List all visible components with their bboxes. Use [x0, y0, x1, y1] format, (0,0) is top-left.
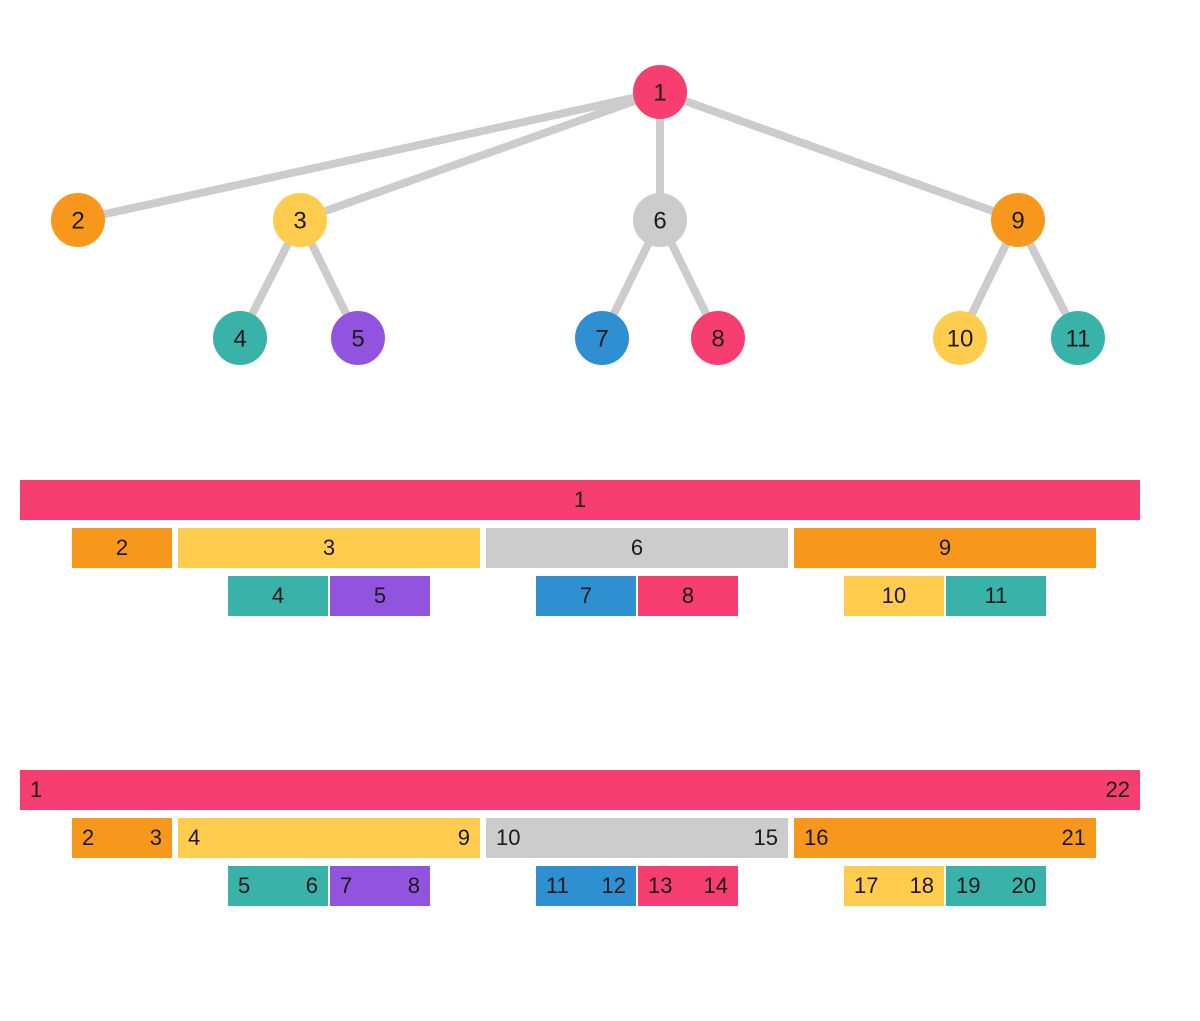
bar-label: 4	[272, 583, 284, 609]
bar-label: 2	[116, 535, 128, 561]
bar-label-left: 1	[30, 777, 42, 803]
tree-node-label: 6	[653, 208, 666, 235]
bar-label-right: 9	[458, 825, 470, 851]
bar-label-left: 4	[188, 825, 200, 851]
tree-node-label: 4	[233, 326, 246, 353]
icicle1-bar: 3	[178, 528, 480, 568]
bar-label-left: 5	[238, 873, 250, 899]
bar-label-left: 10	[496, 825, 520, 851]
tree-node-6: 6	[633, 193, 687, 247]
bar-label: 6	[631, 535, 643, 561]
tree-node-2: 2	[51, 193, 105, 247]
tree-node-7: 7	[575, 311, 629, 365]
bar-label: 7	[580, 583, 592, 609]
bar-label-right: 18	[910, 873, 934, 899]
tree-node-label: 7	[595, 326, 608, 353]
icicle1-bar: 7	[536, 576, 636, 616]
bar-label-right: 8	[408, 873, 420, 899]
bar-label-left: 11	[546, 873, 569, 899]
icicle1-bar: 6	[486, 528, 788, 568]
icicle1-bar: 10	[844, 576, 944, 616]
bar-label-right: 12	[602, 873, 626, 899]
tree-node-label: 2	[71, 208, 84, 235]
tree-node-3: 3	[273, 193, 327, 247]
bar-label-right: 3	[150, 825, 162, 851]
tree-edge	[660, 92, 1018, 220]
icicle2-bar: 78	[330, 866, 430, 906]
bar-label-right: 6	[306, 873, 318, 899]
bar-label-right: 14	[704, 873, 728, 899]
tree-node-11: 11	[1051, 311, 1105, 365]
icicle1-bar: 4	[228, 576, 328, 616]
tree-diagram: 1 2 3 4 5 6 7 8 9 10 11	[0, 20, 1200, 390]
bar-label: 3	[323, 535, 335, 561]
bar-label-right: 20	[1012, 873, 1036, 899]
tree-node-label: 8	[711, 326, 724, 353]
icicle2-bar: 13 14	[638, 866, 738, 906]
tree-node-label: 5	[351, 326, 364, 353]
icicle2-bar: 1920	[946, 866, 1046, 906]
tree-node-4: 4	[213, 311, 267, 365]
tree-node-label: 11	[1066, 326, 1091, 353]
bar-label: 8	[682, 583, 694, 609]
tree-node-5: 5	[331, 311, 385, 365]
icicle2-bar: 1718	[844, 866, 944, 906]
icicle1-bar: 5	[330, 576, 430, 616]
bar-label: 11	[985, 583, 1008, 609]
bar-label: 1	[574, 487, 586, 513]
icicle1-bar: 2	[72, 528, 172, 568]
icicle1-bar: 8	[638, 576, 738, 616]
tree-node-1: 1	[633, 65, 687, 119]
icicle2-bar: 56	[228, 866, 328, 906]
bar-label: 9	[939, 535, 951, 561]
icicle2-bar: 10 15	[486, 818, 788, 858]
bar-label-right: 15	[754, 825, 778, 851]
bar-label-left: 13	[648, 873, 672, 899]
tree-node-label: 1	[653, 80, 666, 107]
bar-label: 5	[374, 583, 386, 609]
bar-label-left: 17	[854, 873, 878, 899]
icicle1-bar: 9	[794, 528, 1096, 568]
bar-label-left: 7	[340, 873, 352, 899]
tree-node-label: 10	[947, 326, 974, 353]
bar-label-left: 16	[804, 825, 828, 851]
bar-label-right: 21	[1062, 825, 1086, 851]
icicle2-bar: 49	[178, 818, 480, 858]
icicle2-bar: 23	[72, 818, 172, 858]
icicle2-bar: 1 22	[20, 770, 1140, 810]
tree-node-label: 9	[1011, 208, 1024, 235]
bar-label: 10	[882, 583, 906, 609]
icicle1-bar: 1	[20, 480, 1140, 520]
tree-node-9: 9	[991, 193, 1045, 247]
bar-label-left: 19	[956, 873, 980, 899]
bar-label-right: 22	[1106, 777, 1130, 803]
tree-node-10: 10	[933, 311, 987, 365]
tree-node-label: 3	[293, 208, 306, 235]
tree-edge	[78, 92, 660, 220]
icicle2-bar: 1621	[794, 818, 1096, 858]
icicle1-bar: 11	[946, 576, 1046, 616]
tree-node-8: 8	[691, 311, 745, 365]
icicle2-bar: 11 12	[536, 866, 636, 906]
bar-label-left: 2	[82, 825, 94, 851]
